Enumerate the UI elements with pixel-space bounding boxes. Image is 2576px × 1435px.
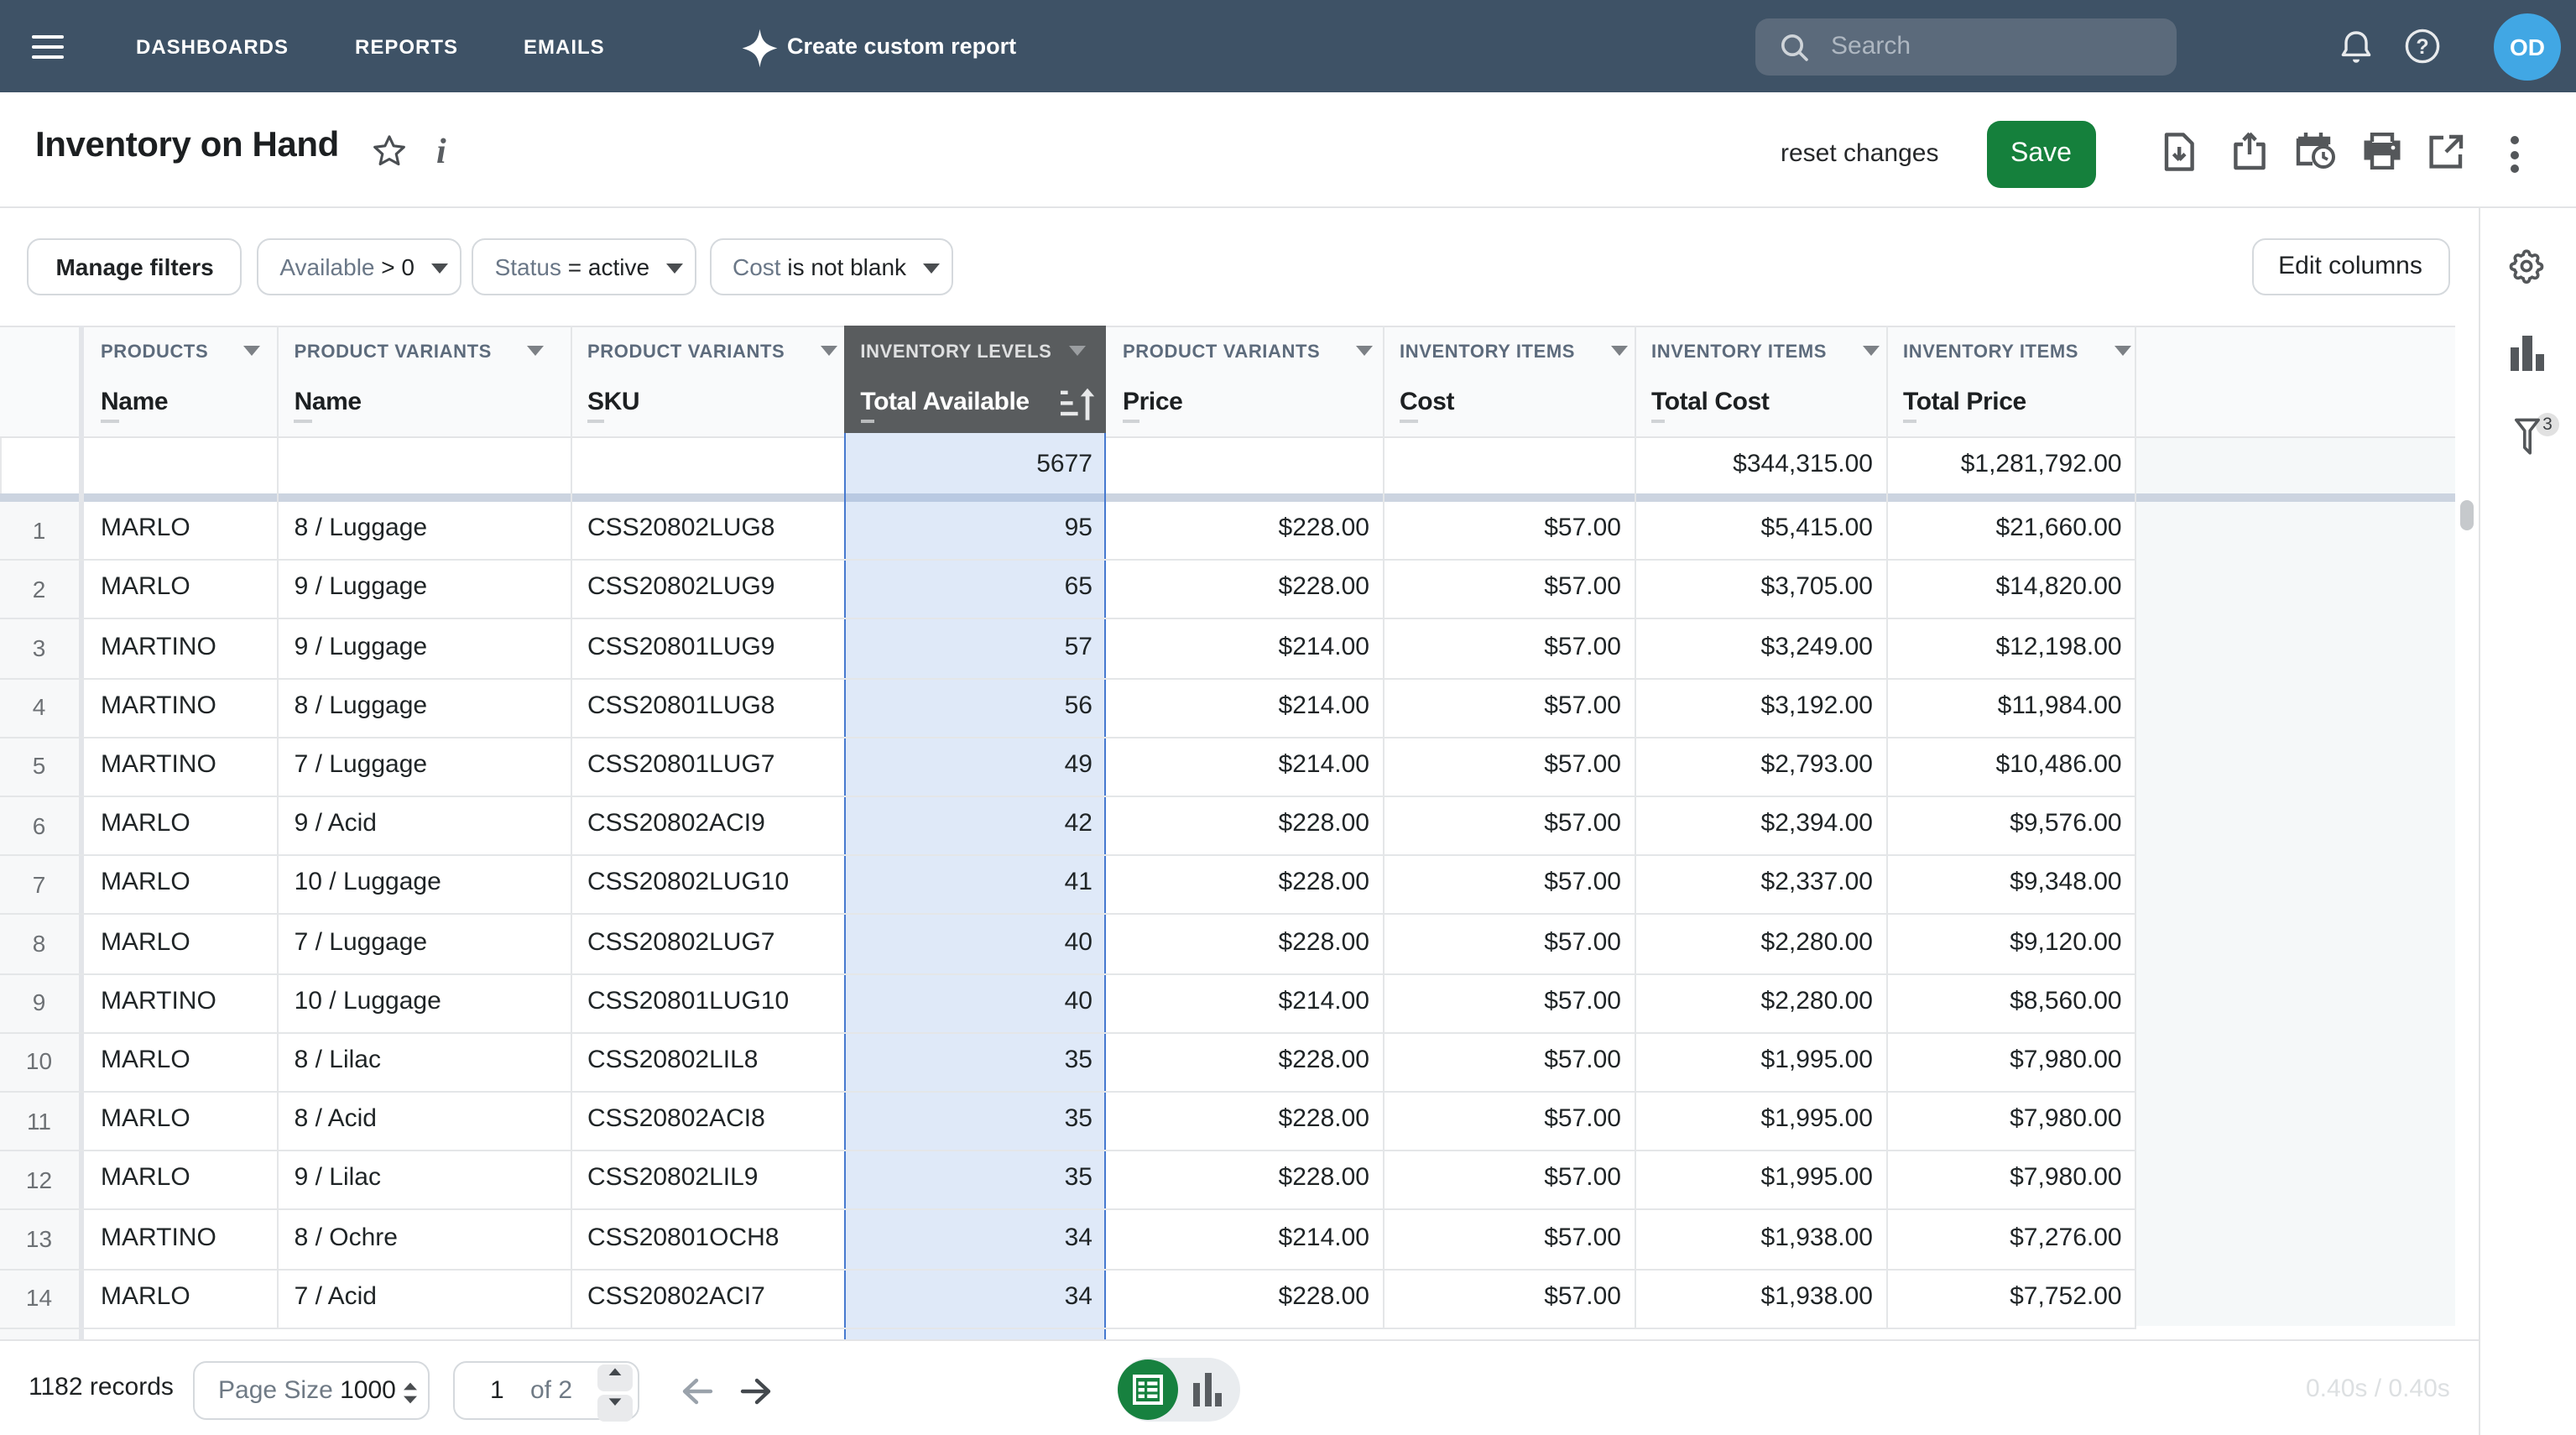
svg-text:?: ? [2416,35,2428,59]
